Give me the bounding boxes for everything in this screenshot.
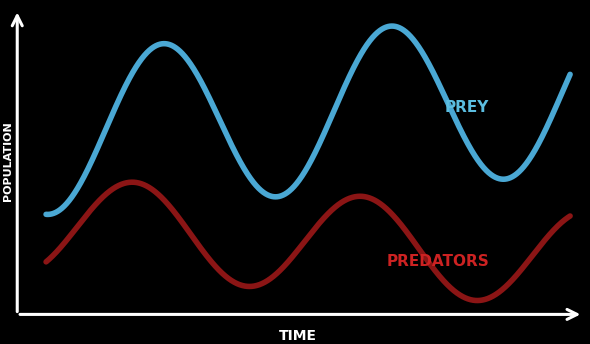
Text: POPULATION: POPULATION bbox=[3, 121, 13, 201]
Text: TIME: TIME bbox=[278, 329, 317, 343]
Text: PREDATORS: PREDATORS bbox=[386, 254, 490, 269]
Text: PREY: PREY bbox=[444, 100, 489, 115]
